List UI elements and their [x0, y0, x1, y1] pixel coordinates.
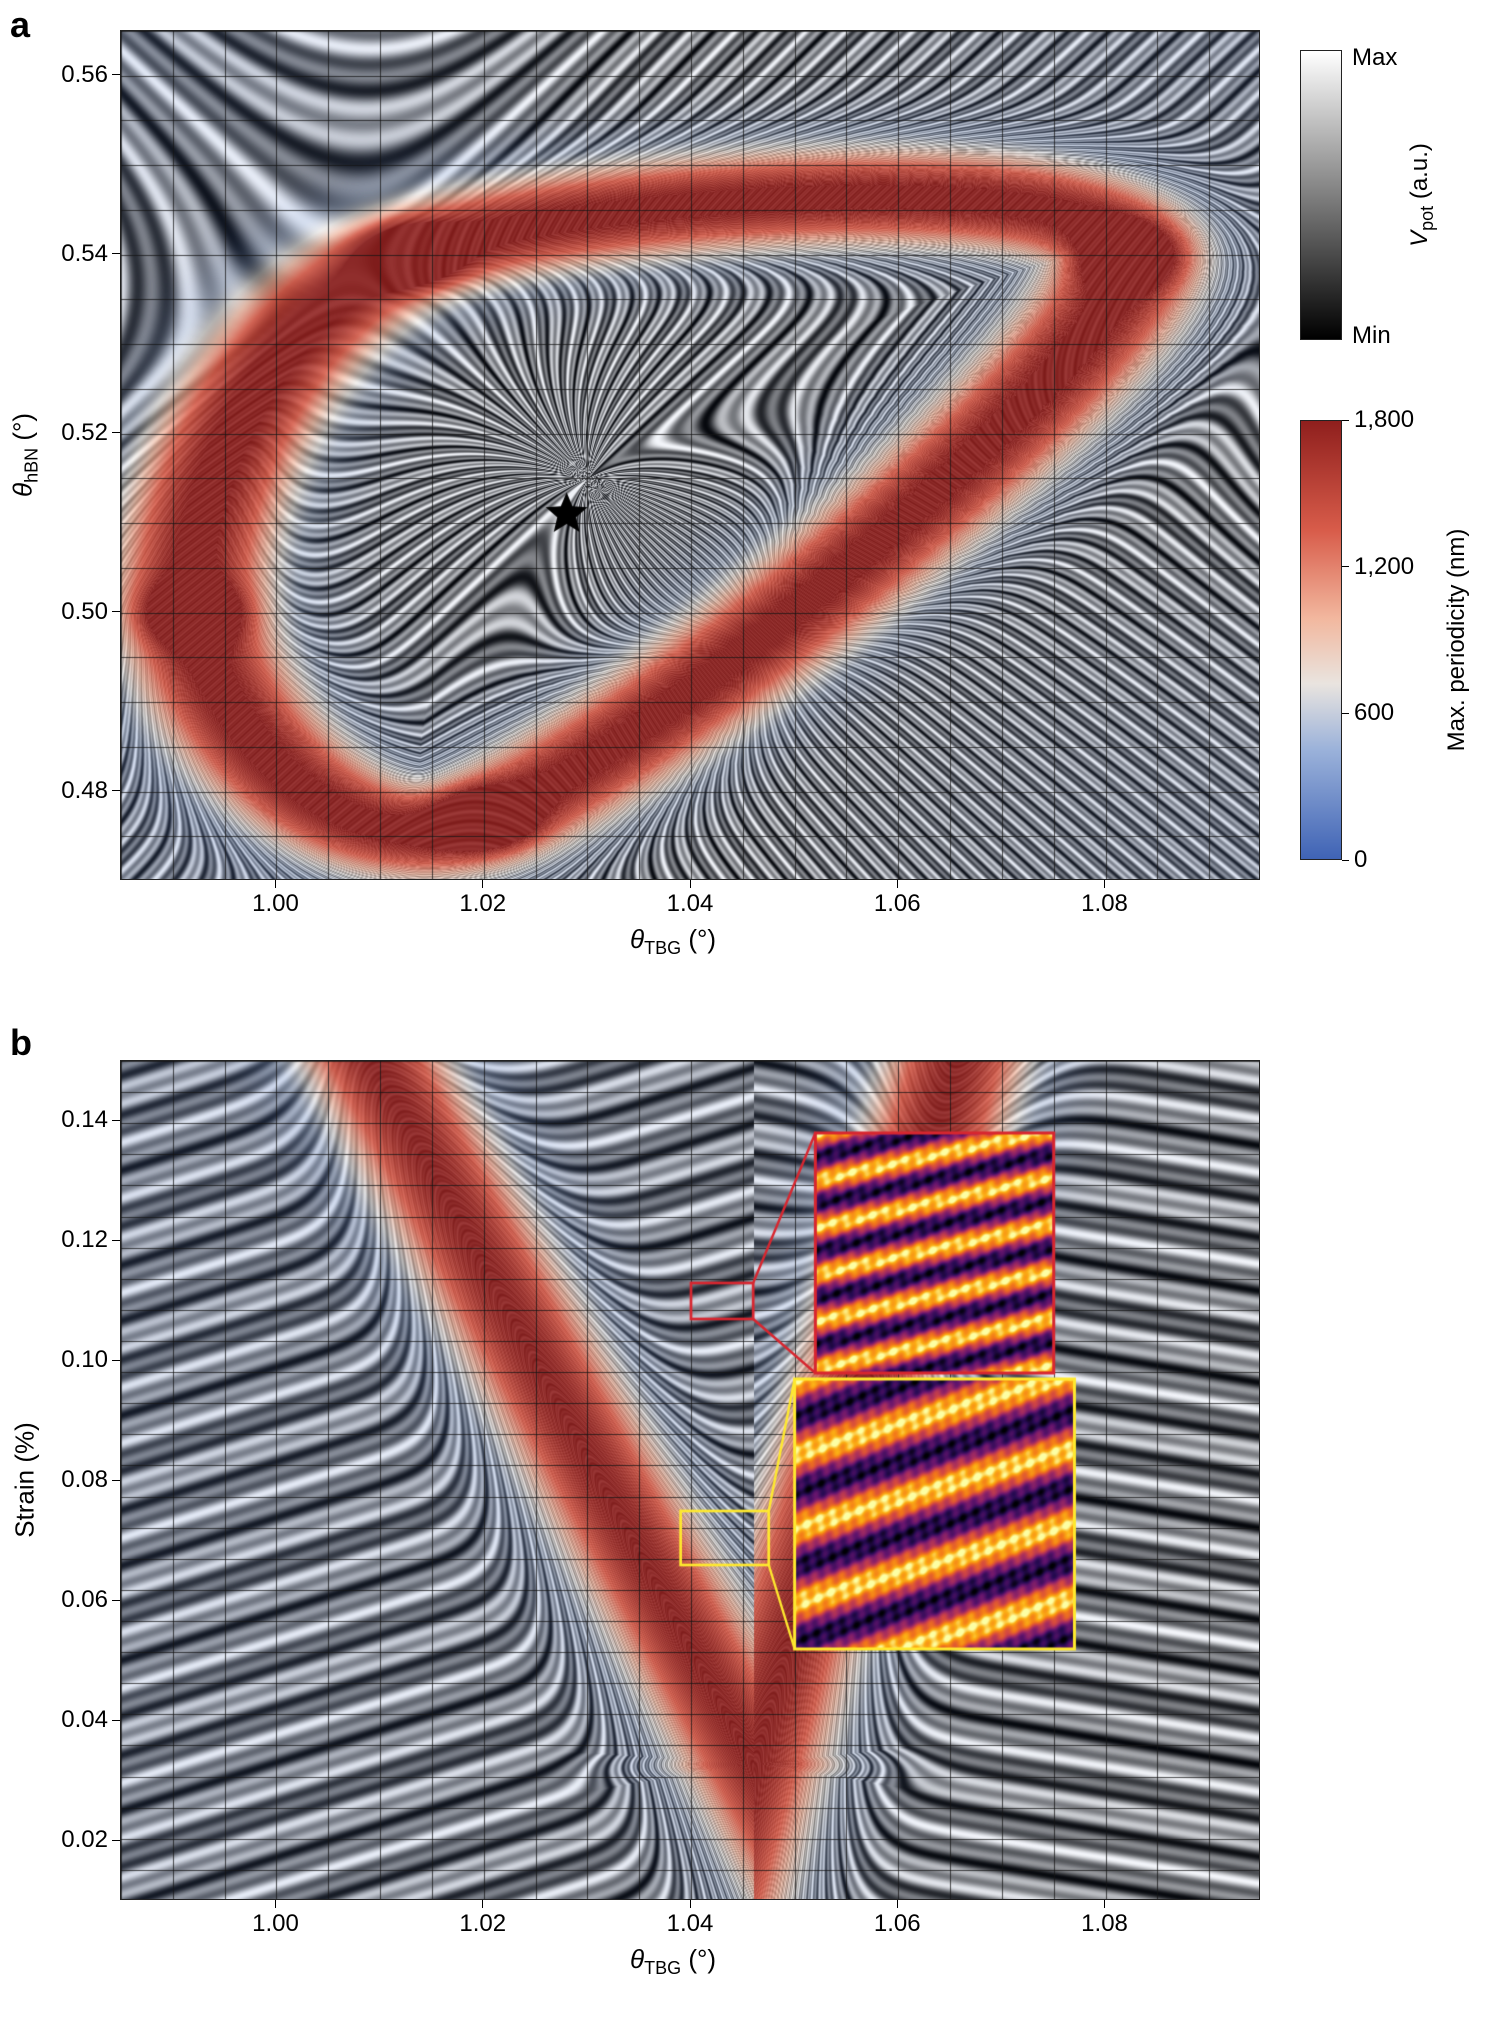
- cbar-per-tick: 1,200: [1354, 553, 1414, 581]
- cbar-per-tick: 600: [1354, 699, 1394, 727]
- cbar-per-tick: 1,800: [1354, 406, 1414, 434]
- colorbar-periodicity: 0 600 1,200 1,800 Max. periodicity (nm): [0, 0, 1501, 2018]
- cbar-per-tick: 0: [1354, 846, 1367, 874]
- cbar-per-label: Max. periodicity (nm): [1443, 529, 1471, 752]
